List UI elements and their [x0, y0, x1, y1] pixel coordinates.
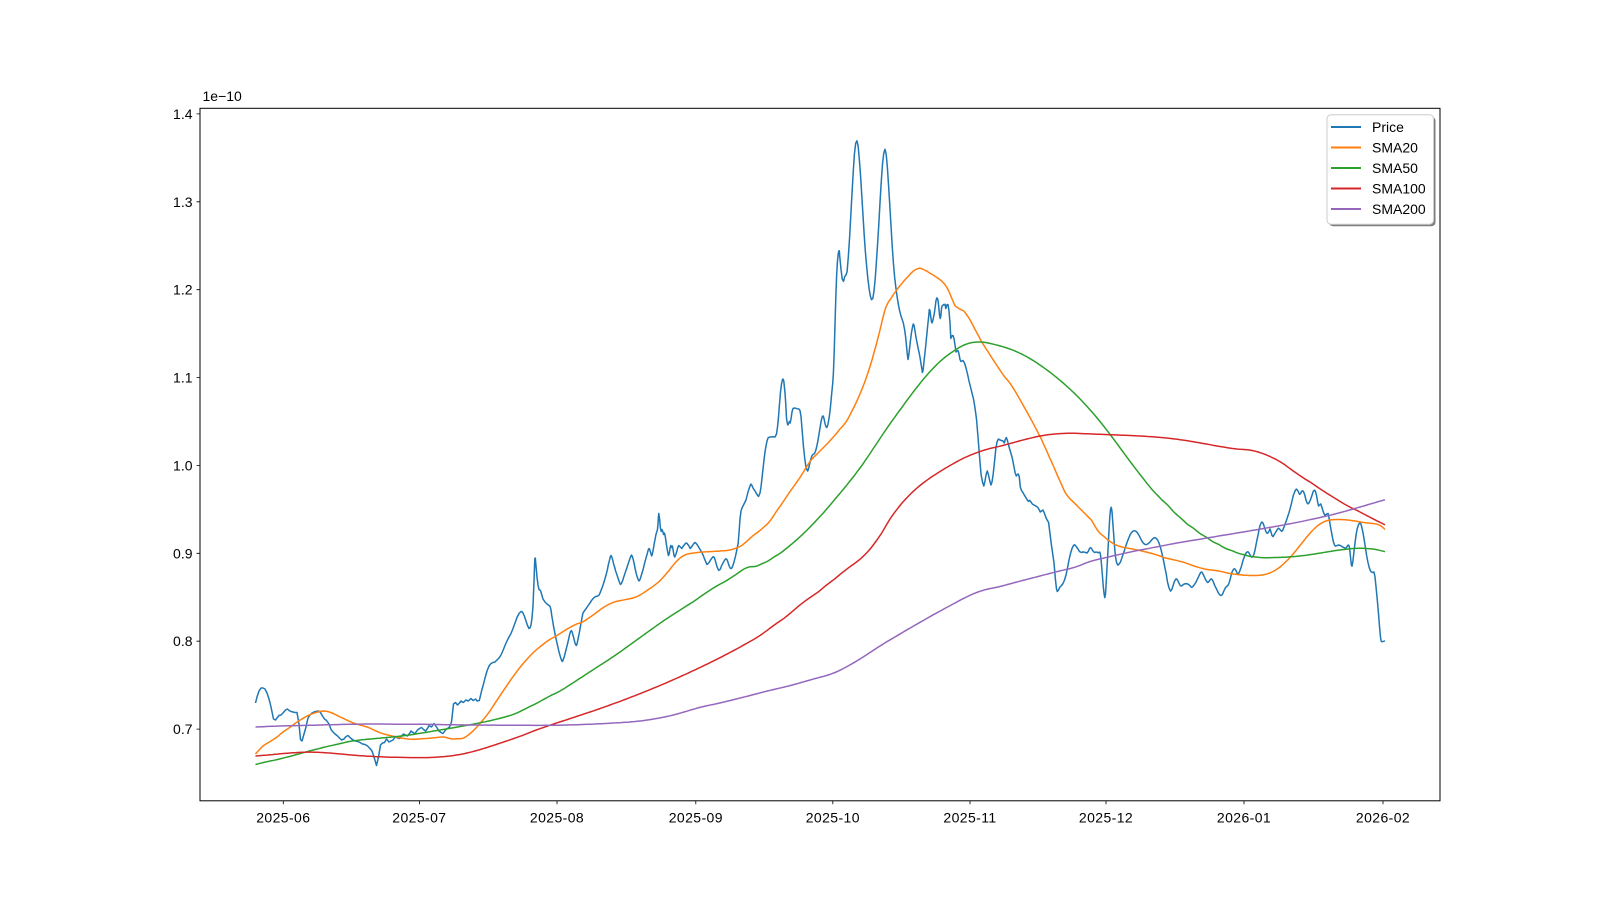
svg-text:SMA50: SMA50	[1372, 160, 1418, 176]
svg-text:SMA20: SMA20	[1372, 140, 1418, 156]
svg-text:2025-12: 2025-12	[1079, 810, 1133, 826]
svg-text:0.9: 0.9	[173, 545, 193, 561]
svg-text:Price: Price	[1372, 119, 1404, 135]
svg-text:1.0: 1.0	[173, 457, 193, 473]
svg-text:0.8: 0.8	[173, 633, 193, 649]
svg-text:2025-10: 2025-10	[806, 810, 860, 826]
svg-text:2026-02: 2026-02	[1356, 810, 1410, 826]
svg-text:1.1: 1.1	[173, 370, 193, 386]
svg-text:2025-06: 2025-06	[256, 810, 310, 826]
svg-text:2025-08: 2025-08	[530, 810, 584, 826]
svg-text:2026-01: 2026-01	[1217, 810, 1271, 826]
svg-text:2025-07: 2025-07	[392, 810, 446, 826]
svg-text:2025-11: 2025-11	[943, 810, 996, 826]
svg-text:SMA100: SMA100	[1372, 181, 1426, 197]
svg-text:2025-09: 2025-09	[669, 810, 723, 826]
svg-text:1.3: 1.3	[173, 194, 193, 210]
svg-text:1.2: 1.2	[173, 282, 193, 298]
svg-text:0.7: 0.7	[173, 721, 193, 737]
svg-text:SMA200: SMA200	[1372, 201, 1426, 217]
svg-text:1.4: 1.4	[173, 106, 193, 122]
svg-text:1e−10: 1e−10	[203, 88, 243, 104]
